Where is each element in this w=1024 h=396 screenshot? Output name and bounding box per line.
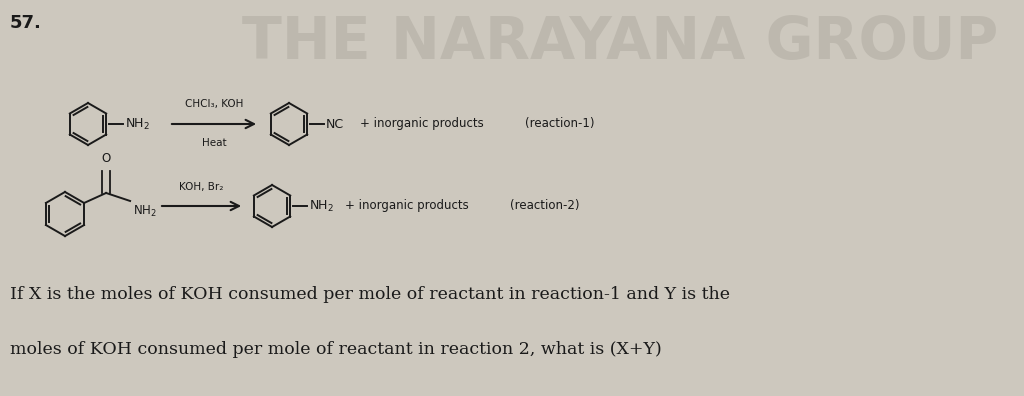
- Text: NC: NC: [326, 118, 344, 131]
- Text: Heat: Heat: [202, 138, 226, 148]
- Text: CHCl₃, KOH: CHCl₃, KOH: [184, 99, 243, 109]
- Text: (reaction-1): (reaction-1): [525, 118, 595, 131]
- Text: NH$_2$: NH$_2$: [125, 116, 150, 131]
- Text: If X is the moles of KOH consumed per mole of reactant in reaction-1 and Y is th: If X is the moles of KOH consumed per mo…: [10, 286, 730, 303]
- Text: 57.: 57.: [10, 14, 42, 32]
- Text: O: O: [101, 152, 111, 165]
- Text: THE NARAYANA GROUP: THE NARAYANA GROUP: [242, 14, 998, 71]
- Text: moles of KOH consumed per mole of reactant in reaction 2, what is (X+Y): moles of KOH consumed per mole of reacta…: [10, 341, 662, 358]
- Text: NH$_2$: NH$_2$: [309, 198, 334, 213]
- Text: (reaction-2): (reaction-2): [510, 200, 580, 213]
- Text: + inorganic products: + inorganic products: [360, 118, 483, 131]
- Text: + inorganic products: + inorganic products: [345, 200, 469, 213]
- Text: KOH, Br₂: KOH, Br₂: [179, 182, 223, 192]
- Text: NH$_2$: NH$_2$: [133, 204, 157, 219]
